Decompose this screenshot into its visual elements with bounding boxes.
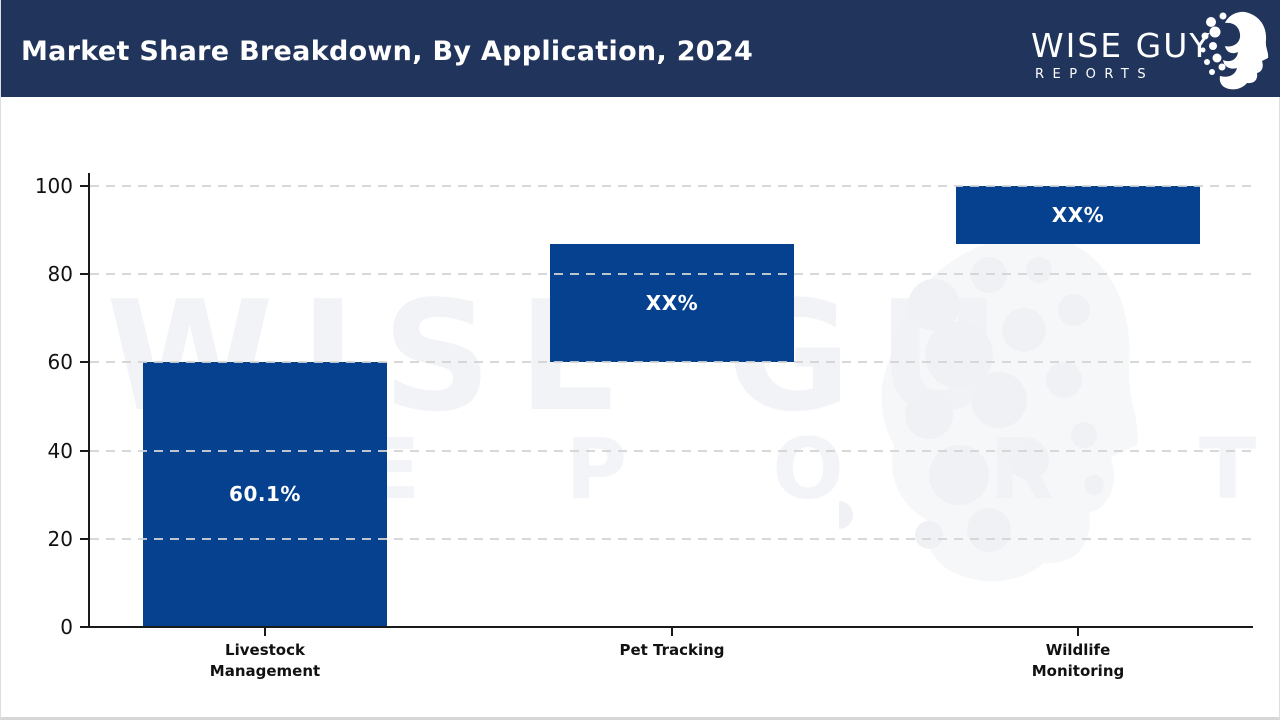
y-tick-mark-0 bbox=[80, 626, 89, 628]
y-tick-label-20: 20 bbox=[47, 526, 73, 551]
y-axis-line bbox=[88, 173, 90, 628]
x-tick-label-pet-tracking: Pet Tracking bbox=[619, 641, 725, 659]
brand-logo-text: WISE GUY REPORTS bbox=[1031, 26, 1212, 82]
header-bar: Market Share Breakdown, By Application, … bbox=[1, 0, 1280, 97]
y-tick-mark-60 bbox=[80, 361, 89, 364]
brand-subname: REPORTS bbox=[1035, 67, 1155, 82]
brand-logo: WISE GUY REPORTS bbox=[1013, 8, 1269, 90]
x-tick-mark-2 bbox=[1077, 628, 1079, 636]
x-axis-line bbox=[87, 626, 1253, 628]
gridline-y-60 bbox=[90, 361, 1253, 364]
chart-title: Market Share Breakdown, By Application, … bbox=[21, 36, 754, 67]
brand-name: WISE GUY bbox=[1031, 26, 1212, 65]
brand-face-icon bbox=[1200, 11, 1269, 90]
y-tick-label-80: 80 bbox=[47, 262, 73, 287]
x-tick-label-livestock-management: Livestock Management bbox=[209, 641, 321, 680]
y-tick-label-60: 60 bbox=[47, 350, 73, 375]
watermark-face-icon bbox=[839, 234, 1138, 582]
bar-value-label: XX% bbox=[645, 290, 699, 315]
gridline-y-80 bbox=[90, 273, 1253, 276]
y-tick-label-0: 0 bbox=[60, 615, 73, 639]
x-tick-mark-0 bbox=[264, 628, 266, 636]
bar-livestock-management: 60.1% bbox=[143, 361, 387, 627]
y-tick-label-100: 100 bbox=[34, 174, 73, 198]
gridline-y-20 bbox=[90, 537, 1253, 540]
y-tick-mark-80 bbox=[80, 273, 89, 276]
y-tick-mark-20 bbox=[80, 537, 89, 540]
gridline-y-100 bbox=[90, 185, 1253, 187]
y-tick-mark-100 bbox=[80, 185, 89, 187]
bar-pet-tracking: XX% bbox=[550, 243, 794, 362]
x-tick-mark-1 bbox=[671, 628, 673, 636]
bar-value-label: XX% bbox=[1051, 202, 1105, 227]
x-tick-label-wildlife-monitoring: Wildlife Monitoring bbox=[1031, 641, 1125, 680]
y-tick-label-40: 40 bbox=[47, 438, 73, 463]
bar-wildlife-monitoring: XX% bbox=[956, 186, 1200, 244]
gridline-y-40 bbox=[90, 449, 1253, 452]
y-tick-mark-40 bbox=[80, 449, 89, 452]
bar-value-label: 60.1% bbox=[229, 482, 301, 507]
